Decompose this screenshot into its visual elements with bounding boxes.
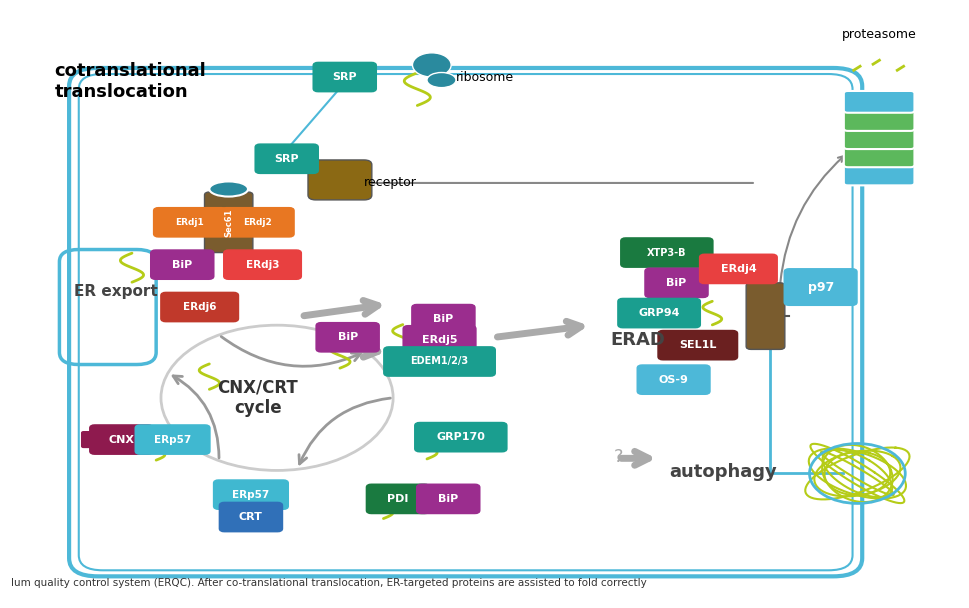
FancyBboxPatch shape — [699, 254, 776, 283]
FancyBboxPatch shape — [784, 269, 856, 305]
Text: GRP94: GRP94 — [638, 308, 679, 318]
Text: receptor: receptor — [363, 176, 417, 190]
FancyBboxPatch shape — [843, 127, 914, 149]
FancyBboxPatch shape — [255, 144, 318, 173]
Text: OS-9: OS-9 — [658, 375, 688, 385]
Text: ribosome: ribosome — [455, 71, 514, 83]
FancyBboxPatch shape — [81, 432, 109, 447]
FancyBboxPatch shape — [843, 145, 914, 167]
FancyBboxPatch shape — [745, 283, 784, 350]
Text: ERdj5: ERdj5 — [422, 336, 456, 345]
Text: BiP: BiP — [666, 278, 686, 288]
Text: proteasome: proteasome — [841, 28, 916, 41]
FancyBboxPatch shape — [219, 503, 282, 531]
Text: ERdj6: ERdj6 — [183, 302, 216, 312]
Text: CNX: CNX — [109, 435, 134, 444]
Text: GRP170: GRP170 — [436, 432, 484, 442]
FancyBboxPatch shape — [657, 331, 736, 360]
Ellipse shape — [209, 181, 248, 196]
Text: autophagy: autophagy — [668, 463, 776, 482]
FancyBboxPatch shape — [204, 192, 253, 252]
FancyBboxPatch shape — [213, 480, 288, 509]
Text: ERdj2: ERdj2 — [243, 218, 271, 227]
Text: ERdj3: ERdj3 — [245, 260, 279, 270]
Text: SEL1L: SEL1L — [678, 340, 716, 350]
Text: SRP: SRP — [274, 154, 298, 164]
FancyBboxPatch shape — [412, 305, 475, 334]
FancyBboxPatch shape — [153, 208, 226, 237]
Text: p97: p97 — [806, 280, 833, 294]
FancyBboxPatch shape — [221, 208, 294, 237]
Text: PDI: PDI — [387, 494, 408, 504]
Text: CNX/CRT
cycle: CNX/CRT cycle — [217, 378, 297, 417]
FancyBboxPatch shape — [644, 268, 707, 297]
Text: ERp57: ERp57 — [154, 435, 191, 444]
FancyBboxPatch shape — [417, 485, 480, 513]
FancyBboxPatch shape — [403, 326, 476, 355]
Text: BiP: BiP — [172, 260, 192, 270]
FancyBboxPatch shape — [415, 423, 506, 452]
Text: CRT: CRT — [238, 512, 263, 522]
FancyBboxPatch shape — [90, 425, 152, 454]
Text: ERdj1: ERdj1 — [175, 218, 204, 227]
FancyBboxPatch shape — [308, 160, 371, 200]
Text: Sec61: Sec61 — [224, 208, 233, 237]
FancyBboxPatch shape — [843, 91, 914, 112]
FancyBboxPatch shape — [161, 292, 238, 322]
FancyBboxPatch shape — [136, 425, 209, 454]
FancyBboxPatch shape — [617, 299, 700, 328]
FancyBboxPatch shape — [313, 63, 376, 92]
FancyBboxPatch shape — [620, 238, 712, 267]
FancyBboxPatch shape — [316, 323, 379, 352]
Text: cotranslational
translocation: cotranslational translocation — [54, 62, 206, 101]
Ellipse shape — [412, 53, 451, 77]
FancyBboxPatch shape — [150, 250, 213, 279]
Text: BiP: BiP — [438, 494, 458, 504]
FancyBboxPatch shape — [384, 347, 494, 376]
Text: BiP: BiP — [433, 314, 453, 324]
FancyBboxPatch shape — [843, 164, 914, 185]
FancyBboxPatch shape — [366, 485, 429, 513]
Text: ?: ? — [613, 447, 623, 466]
Text: ER export: ER export — [74, 285, 158, 299]
Text: SRP: SRP — [332, 72, 357, 82]
Text: ERAD: ERAD — [610, 331, 665, 350]
Text: BiP: BiP — [337, 333, 358, 342]
Text: XTP3-B: XTP3-B — [646, 247, 686, 258]
FancyBboxPatch shape — [637, 365, 709, 394]
Text: EDEM1/2/3: EDEM1/2/3 — [410, 356, 468, 367]
Text: ERp57: ERp57 — [232, 489, 269, 500]
Text: lum quality control system (ERQC). After co-translational translocation, ER-targ: lum quality control system (ERQC). After… — [11, 578, 646, 589]
Ellipse shape — [426, 72, 455, 88]
FancyBboxPatch shape — [843, 109, 914, 131]
Text: ERdj4: ERdj4 — [720, 264, 756, 274]
FancyBboxPatch shape — [224, 250, 301, 279]
